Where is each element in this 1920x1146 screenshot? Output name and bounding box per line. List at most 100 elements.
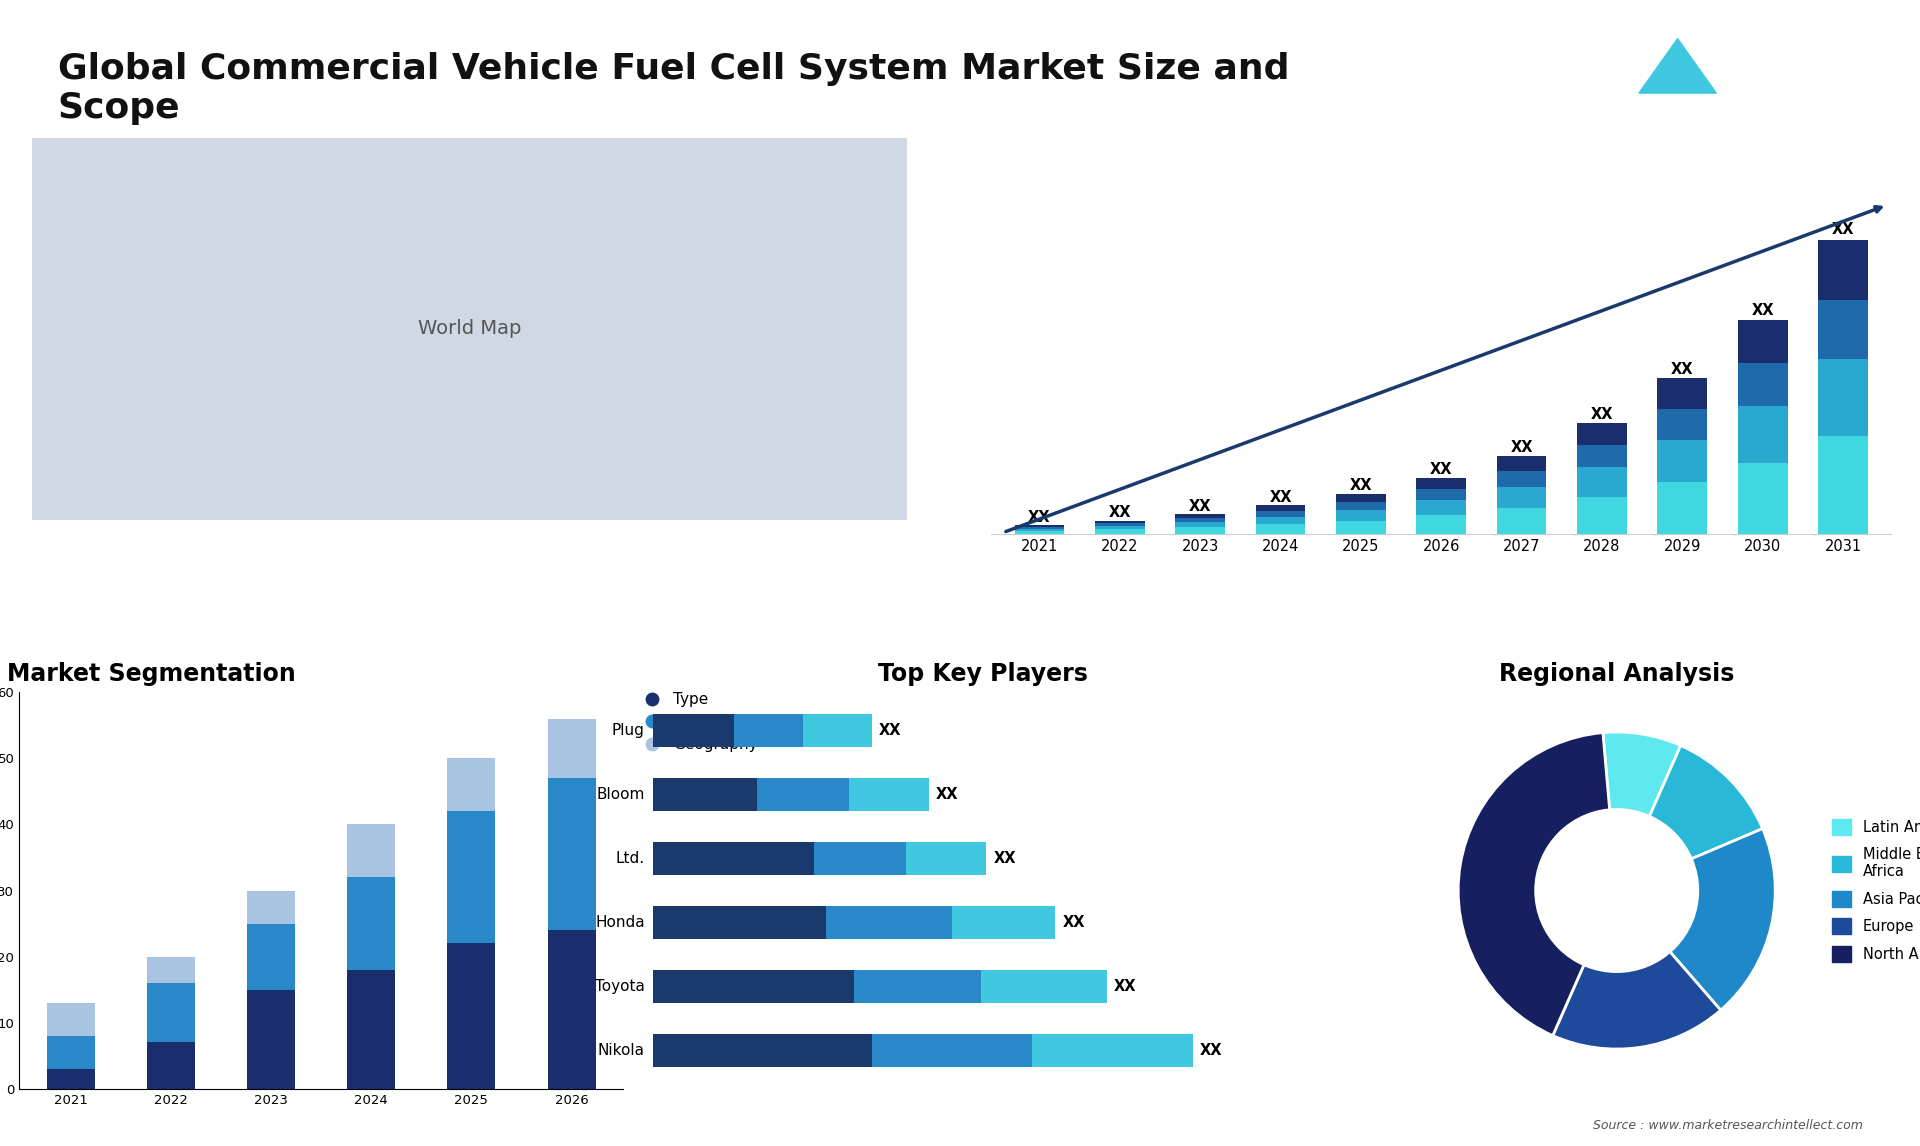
Bar xyxy=(826,905,952,939)
Bar xyxy=(1576,468,1626,496)
Text: XX: XX xyxy=(1430,462,1452,477)
Bar xyxy=(447,943,495,1089)
Bar xyxy=(872,1034,1033,1067)
Text: Toyota: Toyota xyxy=(595,979,645,994)
Title: Top Key Players: Top Key Players xyxy=(877,662,1087,686)
Bar xyxy=(1576,445,1626,468)
Wedge shape xyxy=(1457,732,1617,1036)
Text: XX: XX xyxy=(993,851,1016,866)
Bar xyxy=(952,905,1056,939)
Text: XX: XX xyxy=(1062,915,1085,931)
Bar xyxy=(653,714,733,747)
Text: World Map: World Map xyxy=(417,320,520,338)
Text: Source : www.marketresearchintellect.com: Source : www.marketresearchintellect.com xyxy=(1592,1120,1862,1132)
Bar xyxy=(854,970,981,1003)
Bar xyxy=(1256,517,1306,525)
Text: XX: XX xyxy=(1114,979,1137,994)
Text: Global Commercial Vehicle Fuel Cell System Market Size and
Scope: Global Commercial Vehicle Fuel Cell Syst… xyxy=(58,52,1288,125)
Text: Plug: Plug xyxy=(612,723,645,738)
Bar xyxy=(1738,463,1788,534)
Bar xyxy=(1336,520,1386,534)
Bar xyxy=(1818,435,1868,534)
Bar xyxy=(653,778,756,811)
Text: Honda: Honda xyxy=(595,915,645,931)
Bar xyxy=(1094,529,1144,534)
Bar xyxy=(1175,518,1225,521)
Bar xyxy=(1336,502,1386,510)
Bar xyxy=(756,778,849,811)
Text: Market Segmentation: Market Segmentation xyxy=(8,662,296,686)
Bar xyxy=(1818,359,1868,435)
Text: XX: XX xyxy=(1188,499,1212,515)
Bar xyxy=(803,714,872,747)
Bar xyxy=(814,842,906,876)
Bar xyxy=(1336,510,1386,520)
Text: MARKET
RESEARCH
INTELLECT: MARKET RESEARCH INTELLECT xyxy=(1766,39,1830,71)
Bar xyxy=(1417,516,1467,534)
Bar xyxy=(653,970,854,1003)
Bar xyxy=(1094,526,1144,529)
Bar xyxy=(1336,494,1386,502)
Text: XX: XX xyxy=(1200,1043,1223,1058)
Bar xyxy=(653,842,814,876)
Bar xyxy=(1175,515,1225,518)
Bar xyxy=(1498,471,1546,487)
Text: XX: XX xyxy=(1590,407,1613,422)
Text: XX: XX xyxy=(1670,362,1693,377)
Bar xyxy=(1094,520,1144,524)
Bar xyxy=(1738,363,1788,407)
Bar xyxy=(1094,524,1144,526)
Bar xyxy=(1657,409,1707,440)
Bar xyxy=(1014,525,1064,527)
Bar xyxy=(146,983,196,1043)
Bar xyxy=(547,931,595,1089)
Polygon shape xyxy=(1640,39,1716,93)
Bar xyxy=(146,957,196,983)
Bar xyxy=(1657,482,1707,534)
Bar xyxy=(1576,496,1626,534)
Text: XX: XX xyxy=(935,787,958,802)
Text: Ltd.: Ltd. xyxy=(616,851,645,866)
Bar xyxy=(1014,528,1064,531)
Text: XX: XX xyxy=(1751,304,1774,319)
Bar xyxy=(1256,511,1306,517)
Bar xyxy=(1818,299,1868,359)
Title: Regional Analysis: Regional Analysis xyxy=(1500,662,1734,686)
Bar xyxy=(1657,378,1707,409)
Legend: Type, Application, Geography: Type, Application, Geography xyxy=(637,692,758,753)
Text: XX: XX xyxy=(1832,222,1855,237)
Bar xyxy=(1256,525,1306,534)
Text: Bloom: Bloom xyxy=(597,787,645,802)
Bar xyxy=(653,905,826,939)
Text: XX: XX xyxy=(1029,510,1050,525)
Bar xyxy=(1417,478,1467,489)
Bar xyxy=(1417,501,1467,516)
Bar xyxy=(906,842,987,876)
Bar xyxy=(547,719,595,778)
Text: XX: XX xyxy=(879,723,900,738)
Wedge shape xyxy=(1617,746,1763,890)
Bar xyxy=(248,924,296,990)
Bar xyxy=(1818,241,1868,299)
Bar xyxy=(1498,508,1546,534)
Bar xyxy=(1417,489,1467,501)
Bar xyxy=(348,878,396,970)
Bar xyxy=(1738,321,1788,363)
Legend: Latin America, Middle East &
Africa, Asia Pacific, Europe, North America: Latin America, Middle East & Africa, Asi… xyxy=(1826,814,1920,967)
Bar xyxy=(248,990,296,1089)
Bar xyxy=(1033,1034,1192,1067)
Bar xyxy=(733,714,803,747)
Bar xyxy=(348,970,396,1089)
Bar xyxy=(248,890,296,924)
Bar xyxy=(1014,531,1064,534)
Bar xyxy=(1657,440,1707,482)
Bar xyxy=(653,1034,872,1067)
Text: Nikola: Nikola xyxy=(597,1043,645,1058)
Text: XX: XX xyxy=(1511,440,1532,455)
Bar xyxy=(46,1036,94,1069)
Bar xyxy=(849,778,929,811)
Bar xyxy=(1576,423,1626,445)
Wedge shape xyxy=(1553,890,1720,1049)
Bar xyxy=(1498,456,1546,471)
Bar xyxy=(1256,505,1306,511)
